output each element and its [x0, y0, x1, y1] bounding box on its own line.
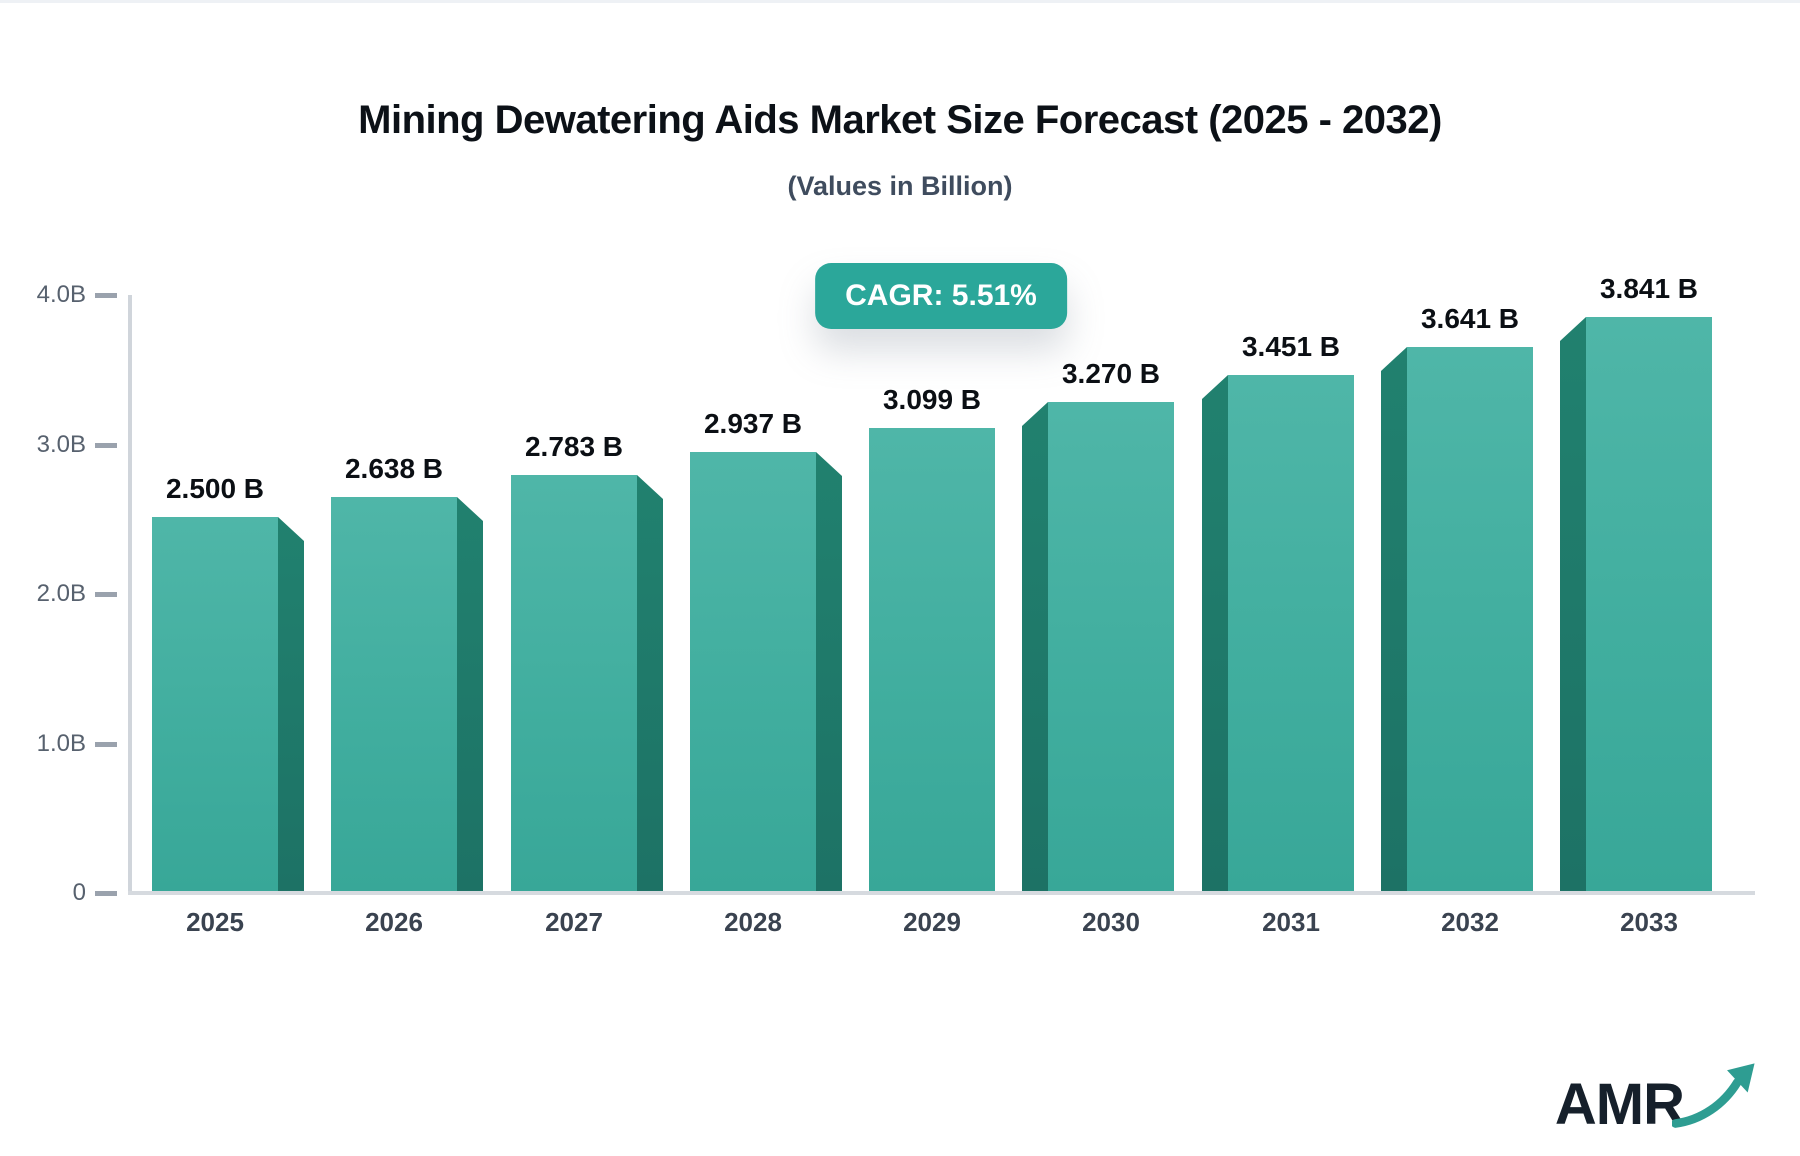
y-tick-label: 1.0B	[36, 729, 86, 757]
bar-2025: 2.500 B	[152, 473, 304, 891]
bar-side-shadow	[637, 475, 663, 891]
bar-side-shadow	[457, 497, 483, 891]
chart-subtitle: (Values in Billion)	[787, 171, 1013, 201]
plot-area: 4.0B 3.0B 2.0B 1.0B 0 2.500 B 2.638 B 2.783 B 2…	[37, 273, 1755, 937]
bar-value-label: 3.451 B	[1241, 331, 1341, 362]
bar-2032: 3.641 B	[1381, 303, 1533, 891]
bar-face	[1048, 402, 1174, 891]
bar-face	[331, 497, 457, 891]
bar-value-label: 3.641 B	[1420, 303, 1520, 334]
x-axis-label: 2029	[903, 907, 961, 937]
bar-value-label: 3.841 B	[1599, 273, 1699, 304]
chart-title: Mining Dewatering Aids Market Size Forec…	[358, 98, 1442, 142]
bar-face	[1407, 347, 1533, 891]
x-axis-label: 2032	[1441, 907, 1499, 937]
x-axis-label: 2025	[186, 907, 244, 937]
bar-2033: 3.841 B	[1560, 273, 1712, 891]
x-axis-label: 2026	[365, 907, 423, 937]
bar-side-shadow	[1560, 317, 1586, 891]
y-tick-dash	[95, 891, 117, 896]
y-tick-label: 4.0B	[36, 281, 86, 308]
bar-face	[152, 517, 278, 891]
bar-value-label: 3.270 B	[1061, 358, 1161, 389]
bar-face	[690, 452, 816, 891]
cagr-badge: CAGR: 5.51%	[815, 263, 1067, 329]
bar-2030: 3.270 B	[1022, 358, 1174, 891]
y-tick-dash	[95, 293, 117, 298]
brand-logo-text: AMR	[1554, 1071, 1685, 1137]
bar-value-label: 3.099 B	[882, 384, 982, 415]
y-tick-label: 3.0B	[36, 430, 86, 458]
x-axis-label: 2028	[724, 907, 782, 937]
y-tick-dash	[95, 592, 117, 597]
bar-value-label: 2.500 B	[165, 473, 265, 504]
x-axis-label: 2031	[1262, 907, 1320, 937]
bar-side-shadow	[816, 452, 842, 891]
x-axis-label: 2033	[1620, 907, 1678, 937]
bar-face	[1228, 375, 1354, 891]
bar-2029: 3.099 B	[869, 384, 995, 891]
trend-arrow-icon	[1672, 1063, 1755, 1128]
bar-2026: 2.638 B	[331, 453, 483, 891]
bar-value-label: 2.783 B	[524, 431, 624, 462]
bar-2028: 2.937 B	[690, 408, 842, 891]
bar-2031: 3.451 B	[1202, 331, 1354, 891]
brand-logo: AMR	[1554, 1063, 1758, 1140]
bar-face	[1586, 317, 1712, 891]
x-axis-label: 2030	[1082, 907, 1140, 937]
bar-value-label: 2.638 B	[344, 453, 444, 484]
y-tick-label: 2.0B	[36, 580, 86, 607]
bar-2027: 2.783 B	[511, 431, 663, 891]
bar-side-shadow	[278, 517, 304, 891]
x-axis-label: 2027	[545, 907, 603, 937]
bar-value-label: 2.937 B	[703, 408, 803, 439]
y-tick-dash	[95, 741, 117, 747]
bar-face	[511, 475, 637, 891]
x-axis-baseline	[128, 891, 1755, 895]
bar-face	[869, 428, 995, 891]
y-tick-dash	[95, 442, 117, 448]
y-axis-line	[128, 295, 132, 893]
bar-side-shadow	[1381, 347, 1407, 891]
bar-side-shadow	[1022, 402, 1048, 891]
y-tick-label: 0	[72, 879, 86, 906]
bar-side-shadow	[1202, 375, 1228, 891]
